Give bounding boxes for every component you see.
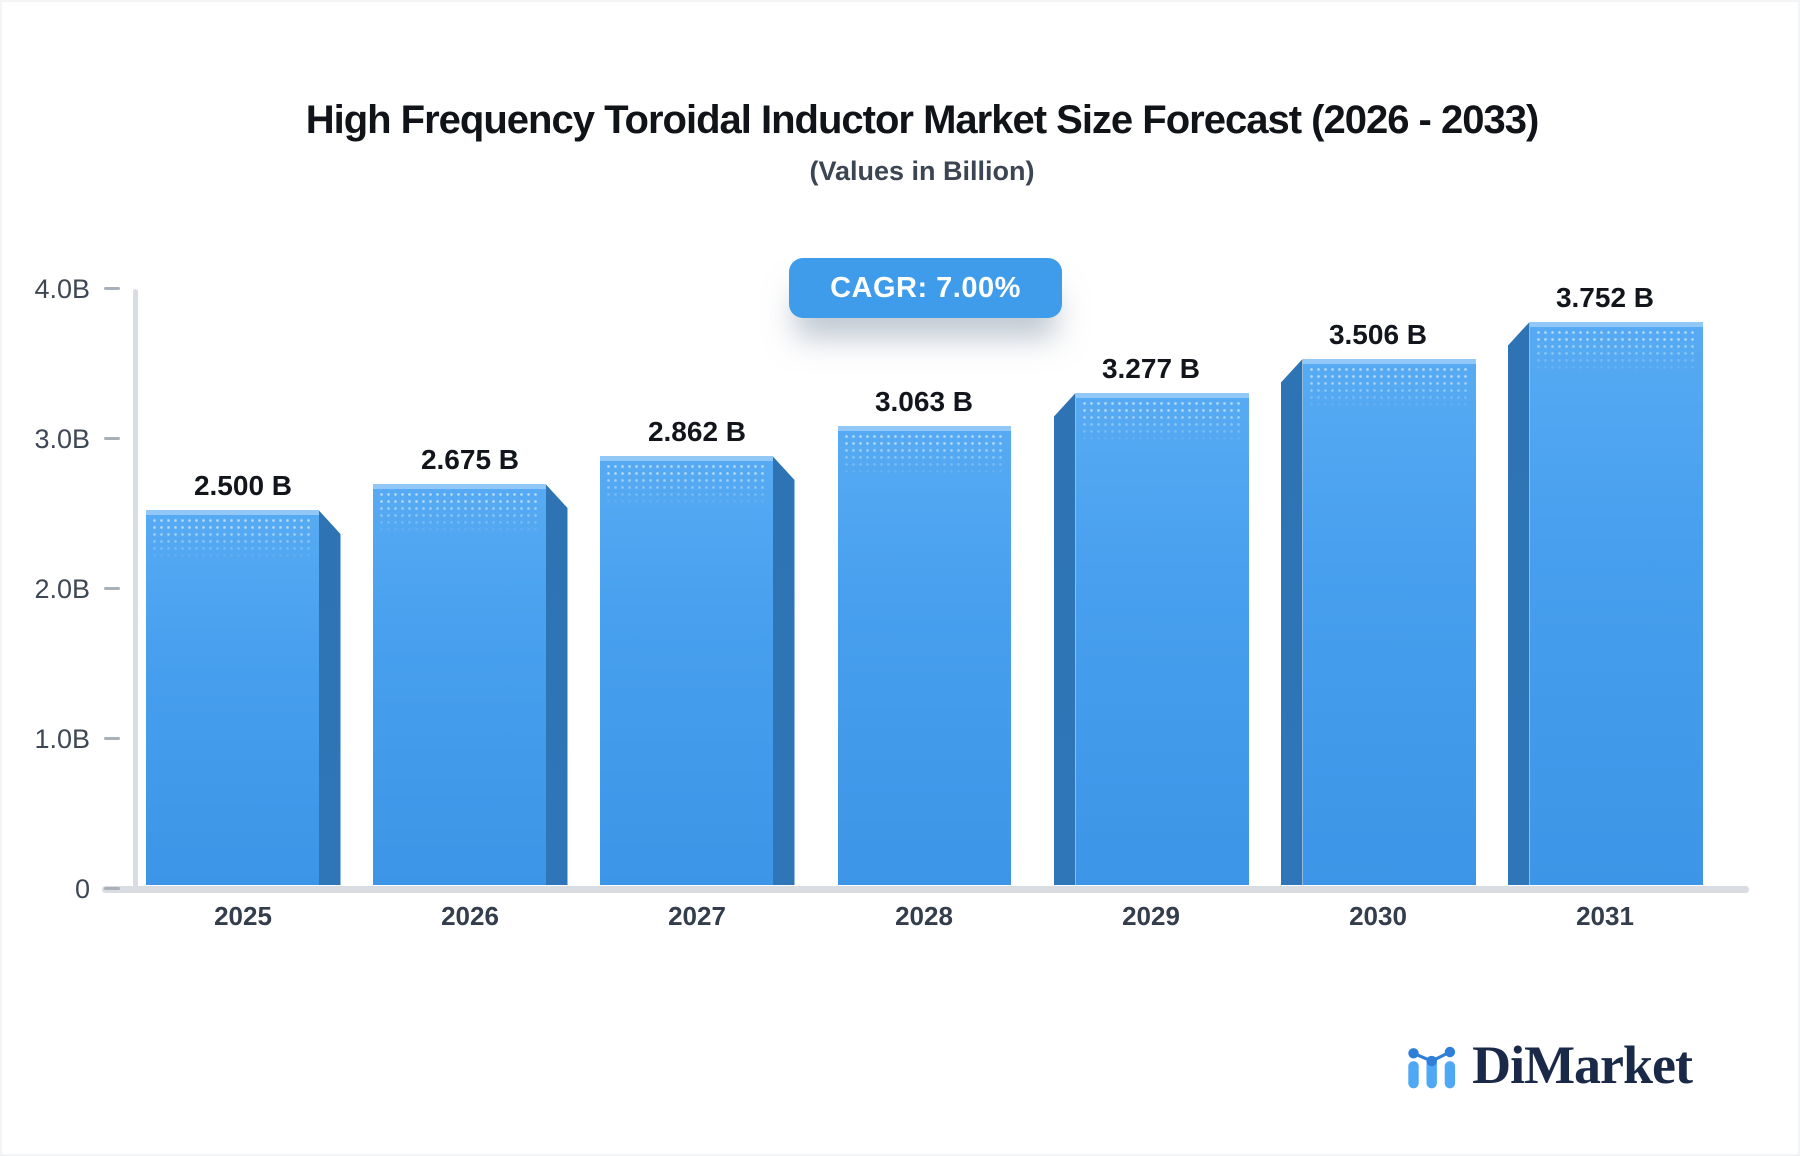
bar-side-panel: [545, 484, 568, 885]
bar-group: 3.752 B 2031: [1507, 282, 1703, 931]
brand-logo: DiMarket: [1407, 1035, 1693, 1095]
y-axis-tick: [104, 737, 120, 740]
bar-side-panel: [318, 510, 341, 885]
y-axis-label: 0: [74, 874, 90, 904]
x-axis-label: 2029: [1122, 901, 1180, 931]
bar-side-panel: [772, 456, 795, 885]
bar-group: 2.675 B 2026: [372, 444, 568, 931]
cagr-badge: CAGR: 7.00%: [789, 258, 1062, 318]
bar-side-panel: [1507, 322, 1530, 885]
bar-face: [599, 456, 773, 885]
bar-value-label: 3.506 B: [1328, 319, 1428, 350]
y-axis-tick: [104, 287, 120, 290]
bar-group: 3.063 B 2028: [827, 386, 1022, 931]
y-axis-line: [133, 289, 138, 889]
y-axis-label: 3.0B: [34, 424, 90, 454]
bar-value-label: 3.752 B: [1555, 282, 1655, 313]
bar-face: [837, 426, 1011, 885]
bar-face: [1529, 322, 1703, 885]
chart-subtitle: (Values in Billion): [809, 156, 1035, 186]
bar-group: 3.506 B 2030: [1280, 319, 1476, 931]
y-axis-label: 2.0B: [34, 574, 90, 604]
y-axis-tick: [104, 887, 120, 890]
bar-side-panel: [1280, 359, 1303, 885]
y-axis-label: 4.0B: [34, 274, 90, 304]
bar-value-label: 2.862 B: [647, 416, 747, 447]
y-axis-tick: [104, 437, 120, 440]
bar-value-label: 2.675 B: [420, 444, 520, 475]
chart-header: High Frequency Toroidal Inductor Market …: [42, 2, 1798, 187]
bar-face: [372, 484, 546, 885]
bar-value-label: 3.063 B: [874, 386, 974, 417]
bar-value-label: 3.277 B: [1101, 353, 1201, 384]
x-axis-label: 2028: [895, 901, 953, 931]
y-axis-tick: [104, 587, 120, 590]
brand-name: DiMarket: [1472, 1035, 1693, 1095]
bar-group: 2.500 B 2025: [145, 470, 341, 931]
bar-chart-icon: [1408, 1046, 1456, 1089]
x-axis-label: 2030: [1349, 901, 1407, 931]
x-axis-baseline: [102, 886, 1749, 893]
bar-group: 2.862 B 2027: [599, 416, 795, 931]
bar-group: 3.277 B 2029: [1053, 353, 1249, 931]
chart-title: High Frequency Toroidal Inductor Market …: [305, 98, 1540, 142]
bar-face: [1302, 359, 1476, 885]
y-axis-label: 1.0B: [34, 724, 90, 754]
bar-face: [1075, 393, 1249, 885]
x-axis-label: 2027: [668, 901, 726, 931]
x-axis-label: 2026: [441, 901, 499, 931]
bar-face: [145, 510, 319, 885]
bar-side-panel: [1053, 393, 1076, 885]
x-axis-label: 2025: [214, 901, 272, 931]
bar-value-label: 2.500 B: [193, 470, 293, 501]
x-axis-label: 2031: [1576, 901, 1634, 931]
